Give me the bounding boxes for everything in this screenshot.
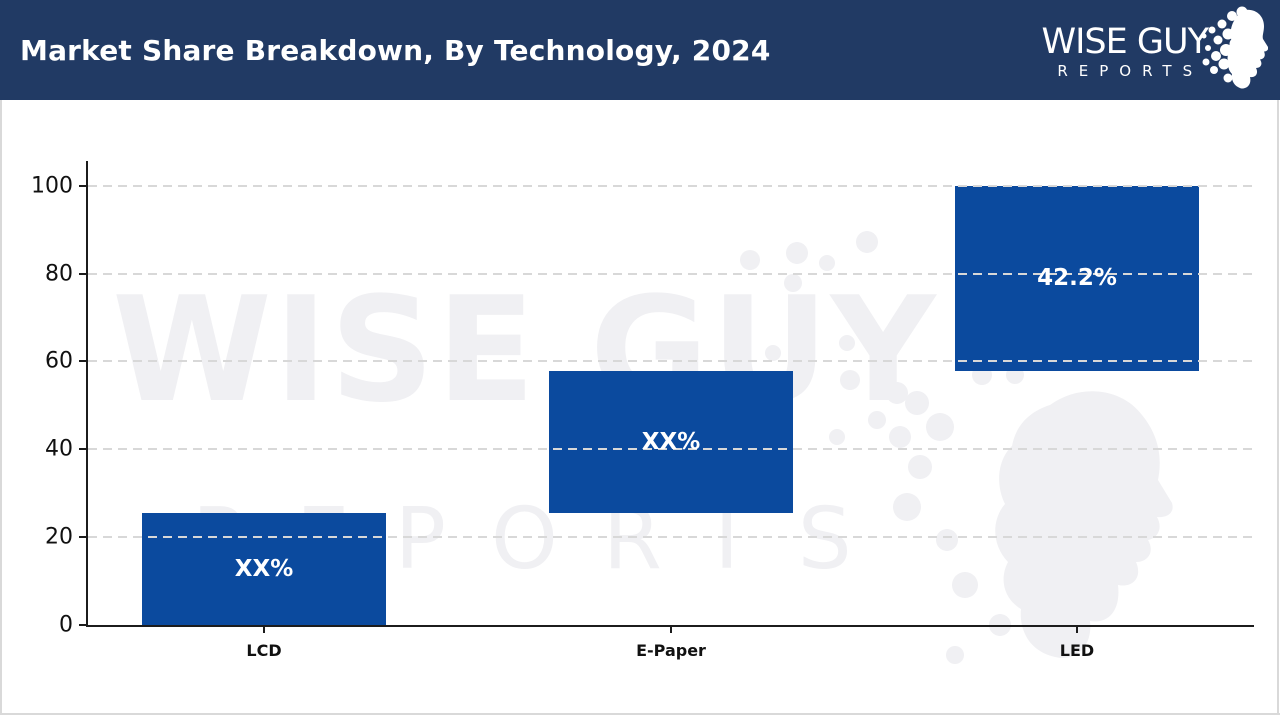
y-tick-label: 80 [45, 261, 73, 287]
bar-value-label: XX% [234, 555, 294, 582]
logo-wordmark: WISE GUY [1041, 21, 1209, 62]
y-tick-mark [79, 448, 88, 451]
logo-text: WISE GUY REPORTS [1041, 21, 1209, 81]
y-tick-label: 100 [31, 173, 73, 199]
right-border [1277, 100, 1279, 715]
bar-led [955, 185, 1199, 372]
y-tick-mark [79, 184, 88, 187]
x-tick-label-lcd: LCD [246, 641, 282, 660]
x-axis-line [86, 625, 1254, 627]
x-tick-label-e-paper: E-Paper [636, 641, 706, 660]
header-bar: Market Share Breakdown, By Technology, 2… [0, 0, 1280, 100]
watermark-wordmark: WISE GUY [112, 266, 938, 435]
gridline-60 [88, 360, 1254, 363]
x-tick-label-led: LED [1059, 641, 1095, 660]
y-tick-mark [79, 624, 88, 626]
bar-lcd [142, 512, 386, 625]
bottom-divider [0, 713, 1280, 715]
x-tick-mark [263, 625, 265, 633]
y-tick-mark [79, 360, 88, 363]
y-tick-mark [79, 272, 88, 275]
bar-value-label: XX% [641, 429, 701, 456]
bar-value-label: 42.2% [1037, 265, 1117, 292]
y-tick-mark [79, 536, 88, 539]
x-tick-mark [1076, 625, 1078, 633]
logo-subtext: REPORTS [1057, 62, 1204, 81]
y-tick-label: 0 [59, 612, 73, 638]
page-title: Market Share Breakdown, By Technology, 2… [20, 33, 771, 67]
bar-e-paper [549, 371, 793, 513]
gridline-100 [88, 184, 1254, 187]
gridline-20 [88, 536, 1254, 539]
x-tick-mark [670, 625, 672, 633]
logo-head-icon [1201, 6, 1268, 89]
y-axis-line [86, 161, 88, 627]
left-border [0, 100, 2, 715]
y-tick-label: 40 [45, 436, 73, 462]
y-tick-label: 20 [45, 524, 73, 550]
gridline-80 [88, 272, 1254, 275]
gridline-40 [88, 448, 1254, 451]
wiseguy-logo: WISE GUY REPORTS [1041, 6, 1268, 92]
y-tick-label: 60 [45, 348, 73, 374]
